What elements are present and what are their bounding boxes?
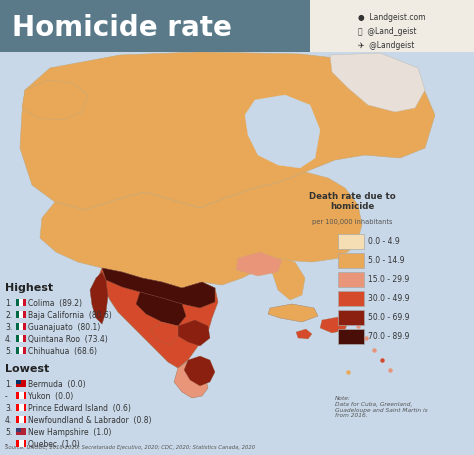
Polygon shape <box>102 268 215 308</box>
Text: 5.: 5. <box>5 428 12 437</box>
Text: Baja California  (80.6): Baja California (80.6) <box>28 311 112 320</box>
Text: ✈  @Landgeist: ✈ @Landgeist <box>358 41 414 51</box>
Polygon shape <box>174 360 208 398</box>
Polygon shape <box>296 329 312 339</box>
Polygon shape <box>178 320 210 346</box>
FancyBboxPatch shape <box>16 311 19 318</box>
Text: per 100,000 inhabitants: per 100,000 inhabitants <box>312 219 392 225</box>
Text: Yukon  (0.0): Yukon (0.0) <box>28 392 73 401</box>
Text: Newfoundland & Labrador  (0.8): Newfoundland & Labrador (0.8) <box>28 416 152 425</box>
Polygon shape <box>98 268 218 368</box>
FancyBboxPatch shape <box>16 323 19 330</box>
FancyBboxPatch shape <box>18 416 24 423</box>
FancyBboxPatch shape <box>338 272 364 287</box>
Polygon shape <box>272 258 305 300</box>
Text: 15.0 - 29.9: 15.0 - 29.9 <box>368 275 409 284</box>
Polygon shape <box>330 53 425 112</box>
Text: 0.0 - 4.9: 0.0 - 4.9 <box>368 237 400 246</box>
FancyBboxPatch shape <box>23 299 26 306</box>
Text: ●  Landgeist.com: ● Landgeist.com <box>358 14 426 22</box>
FancyBboxPatch shape <box>338 291 364 306</box>
FancyBboxPatch shape <box>18 404 24 411</box>
Text: Bermuda  (0.0): Bermuda (0.0) <box>28 380 86 389</box>
FancyBboxPatch shape <box>338 310 364 325</box>
Text: Guanajuato  (80.1): Guanajuato (80.1) <box>28 323 100 332</box>
Polygon shape <box>320 317 348 333</box>
Text: Homicide rate: Homicide rate <box>12 14 232 42</box>
FancyBboxPatch shape <box>0 52 474 455</box>
FancyBboxPatch shape <box>16 380 21 384</box>
FancyBboxPatch shape <box>23 347 26 354</box>
FancyBboxPatch shape <box>19 299 23 306</box>
Polygon shape <box>40 172 362 288</box>
Polygon shape <box>245 95 320 168</box>
FancyBboxPatch shape <box>16 416 26 423</box>
FancyBboxPatch shape <box>23 335 26 342</box>
Text: 1.: 1. <box>5 299 12 308</box>
FancyBboxPatch shape <box>16 404 26 411</box>
Text: 50.0 - 69.9: 50.0 - 69.9 <box>368 313 410 322</box>
Text: 3.: 3. <box>5 404 12 413</box>
Text: 1.: 1. <box>5 380 12 389</box>
FancyBboxPatch shape <box>338 329 364 344</box>
Text: Quintana Roo  (73.4): Quintana Roo (73.4) <box>28 335 108 344</box>
Text: -: - <box>5 440 8 449</box>
FancyBboxPatch shape <box>338 253 364 268</box>
Text: Note:
Data for Cuba, Greenland,
Guadeloupe and Saint Martin is
from 2016.: Note: Data for Cuba, Greenland, Guadelou… <box>335 396 428 419</box>
Polygon shape <box>20 52 435 210</box>
Text: Source: UNODC, 2018-2020; Secretariado Ejecutivo, 2020; CDC, 2020; Statistics Ca: Source: UNODC, 2018-2020; Secretariado E… <box>5 445 255 450</box>
Polygon shape <box>236 252 282 276</box>
Text: 5.: 5. <box>5 347 12 356</box>
Polygon shape <box>150 322 178 345</box>
Text: 5.0 - 14.9: 5.0 - 14.9 <box>368 256 404 265</box>
Polygon shape <box>184 356 215 386</box>
Text: New Hampshire  (1.0): New Hampshire (1.0) <box>28 428 111 437</box>
FancyBboxPatch shape <box>23 311 26 318</box>
FancyBboxPatch shape <box>23 323 26 330</box>
FancyBboxPatch shape <box>16 428 26 435</box>
Text: Prince Edward Island  (0.6): Prince Edward Island (0.6) <box>28 404 131 413</box>
Text: 4.: 4. <box>5 416 12 425</box>
FancyBboxPatch shape <box>16 380 26 387</box>
Text: 4.: 4. <box>5 335 12 344</box>
FancyBboxPatch shape <box>0 0 310 52</box>
FancyBboxPatch shape <box>338 234 364 249</box>
FancyBboxPatch shape <box>19 323 23 330</box>
FancyBboxPatch shape <box>18 392 24 399</box>
Polygon shape <box>90 272 108 324</box>
Polygon shape <box>268 304 318 322</box>
Text: Chihuahua  (68.6): Chihuahua (68.6) <box>28 347 97 356</box>
Text: Lowest: Lowest <box>5 364 49 374</box>
FancyBboxPatch shape <box>19 335 23 342</box>
Text: 70.0 - 89.9: 70.0 - 89.9 <box>368 332 410 341</box>
FancyBboxPatch shape <box>16 347 19 354</box>
Text: ⓘ  @Land_geist: ⓘ @Land_geist <box>358 27 417 36</box>
Polygon shape <box>136 292 186 326</box>
FancyBboxPatch shape <box>16 299 19 306</box>
Text: 2.: 2. <box>5 311 12 320</box>
Text: 30.0 - 49.9: 30.0 - 49.9 <box>368 294 410 303</box>
Polygon shape <box>22 80 88 120</box>
Text: Colima  (89.2): Colima (89.2) <box>28 299 82 308</box>
Text: Quebec  (1.0): Quebec (1.0) <box>28 440 80 449</box>
Polygon shape <box>295 170 350 200</box>
Text: Death rate due to
homicide: Death rate due to homicide <box>309 192 395 212</box>
FancyBboxPatch shape <box>18 440 24 447</box>
FancyBboxPatch shape <box>19 347 23 354</box>
FancyBboxPatch shape <box>19 311 23 318</box>
FancyBboxPatch shape <box>16 335 19 342</box>
FancyBboxPatch shape <box>16 392 26 399</box>
Text: -: - <box>5 392 8 401</box>
Text: Highest: Highest <box>5 283 53 293</box>
FancyBboxPatch shape <box>16 440 26 447</box>
FancyBboxPatch shape <box>16 428 20 432</box>
Text: 3.: 3. <box>5 323 12 332</box>
